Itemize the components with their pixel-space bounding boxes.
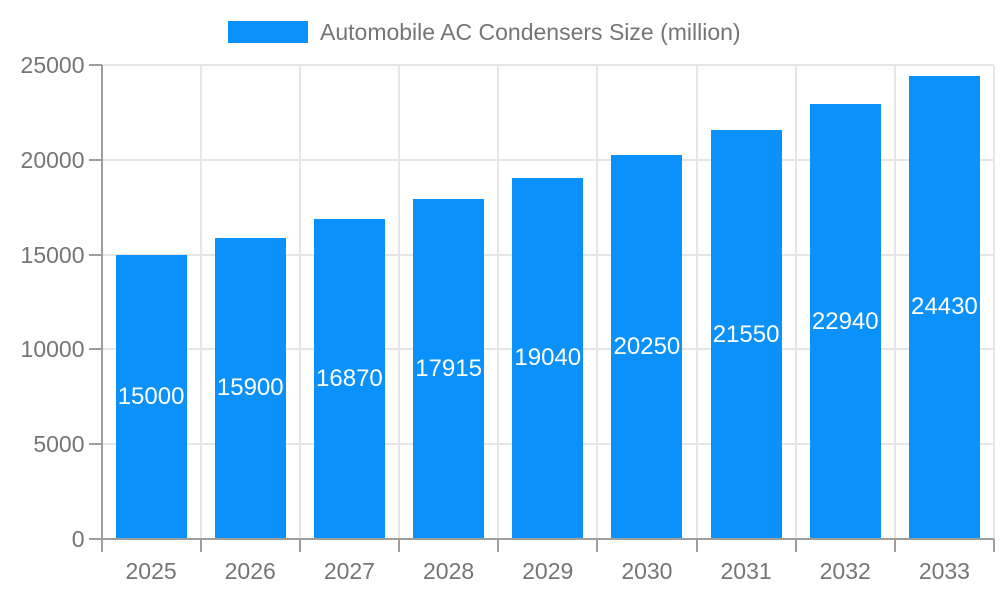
bar: 17915 (413, 199, 485, 539)
gridline-vertical (695, 65, 698, 539)
x-axis-label: 2025 (125, 558, 177, 584)
bar-value-label: 20250 (613, 333, 681, 361)
gridline-horizontal (101, 64, 994, 66)
x-axis-label: 2033 (918, 558, 970, 584)
gridline-vertical (596, 65, 599, 539)
x-axis-tick (893, 539, 896, 552)
bar: 20250 (611, 155, 683, 539)
bar-value-label: 19040 (514, 344, 582, 372)
y-axis-tick (88, 348, 102, 351)
y-axis-tick (88, 158, 102, 161)
x-axis-tick (596, 539, 599, 552)
x-axis-tick (497, 539, 500, 552)
y-axis-label: 0 (71, 526, 85, 552)
gridline-vertical (199, 65, 202, 539)
bar: 22940 (809, 104, 881, 539)
gridline-vertical (298, 65, 301, 539)
x-axis-label: 2030 (621, 558, 673, 584)
y-axis-tick (88, 443, 102, 446)
y-axis-line (100, 65, 103, 539)
x-axis-tick (199, 539, 202, 552)
x-axis-tick (298, 539, 301, 552)
y-axis-tick (88, 253, 102, 256)
gridline-vertical (893, 65, 896, 539)
x-axis-tick (695, 539, 698, 552)
y-axis-label: 20000 (20, 146, 85, 173)
bar-value-label: 22940 (811, 307, 879, 335)
bar-value-label: 24430 (911, 293, 978, 321)
bar-value-label: 15000 (117, 382, 185, 410)
legend: Automobile AC Condensers Size (million) (228, 19, 741, 45)
y-axis-label: 10000 (20, 336, 85, 363)
bar: 15900 (214, 237, 286, 539)
bar: 24430 (908, 75, 980, 539)
bar: 16870 (313, 219, 385, 539)
legend-swatch (228, 21, 308, 43)
bar: 19040 (512, 178, 584, 539)
gridline-vertical (993, 65, 995, 539)
bar-value-label: 15900 (216, 374, 284, 402)
x-axis-label: 2026 (224, 558, 276, 584)
bar-value-label: 16870 (316, 365, 383, 393)
x-axis-label: 2031 (720, 558, 772, 584)
x-axis-label: 2027 (323, 558, 375, 584)
y-axis-tick (88, 64, 102, 66)
gridline-vertical (794, 65, 797, 539)
bar-value-label: 21550 (712, 320, 780, 348)
bar: 15000 (115, 254, 187, 539)
gridline-vertical (497, 65, 500, 539)
x-axis-label: 2029 (522, 558, 574, 584)
y-axis-label: 15000 (20, 241, 85, 268)
x-axis-label: 2028 (422, 558, 475, 584)
x-axis-line (88, 538, 994, 540)
bar: 21550 (710, 130, 782, 539)
legend-label: Automobile AC Condensers Size (million) (320, 19, 741, 45)
gridline-vertical (398, 65, 400, 539)
x-axis-tick (794, 539, 797, 552)
bar-value-label: 17915 (415, 355, 482, 383)
x-axis-tick (100, 539, 103, 552)
y-axis-label: 5000 (33, 431, 85, 458)
y-axis-label: 25000 (20, 52, 85, 78)
gridline-horizontal (101, 158, 994, 161)
x-axis-tick (993, 539, 995, 552)
x-axis-label: 2032 (819, 558, 871, 584)
x-axis-tick (398, 539, 400, 552)
